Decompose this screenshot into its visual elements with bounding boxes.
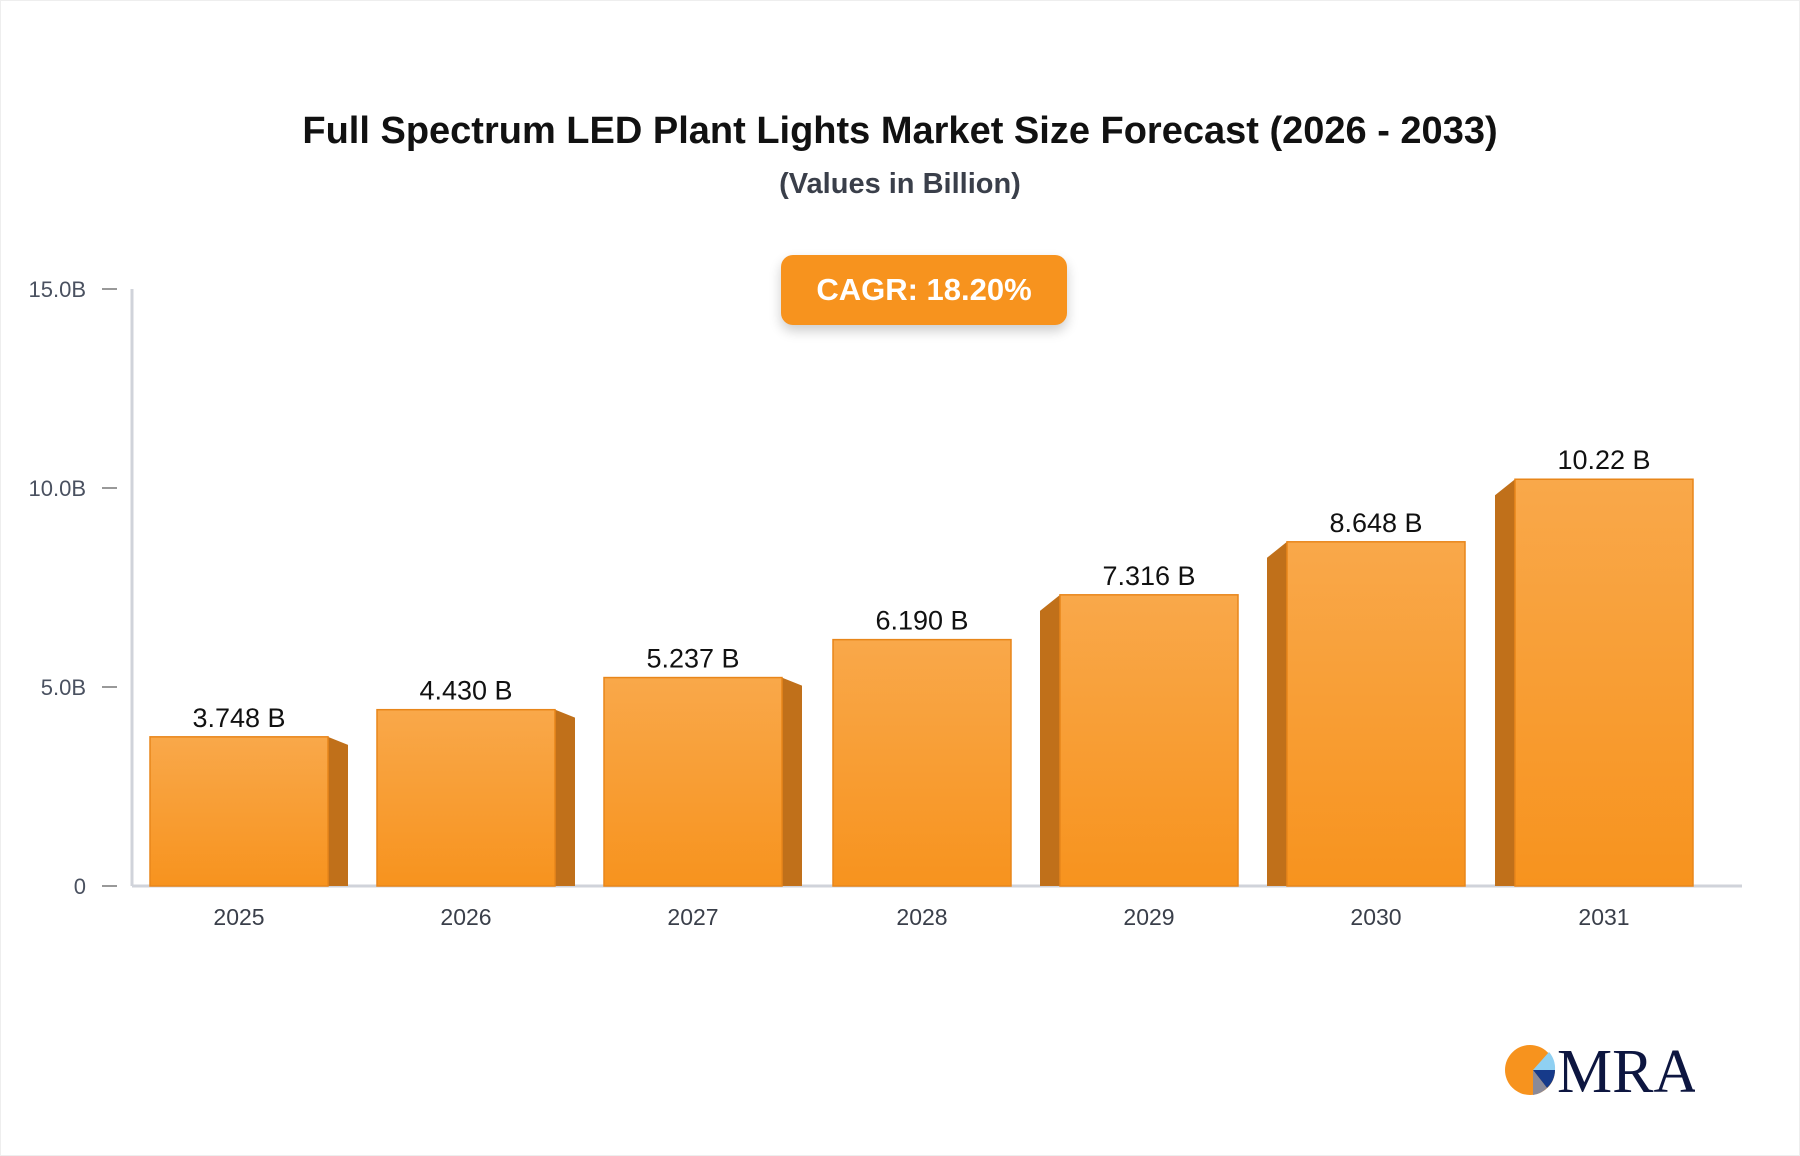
bar-side xyxy=(1267,541,1287,886)
data-label: 5.237 B xyxy=(646,644,739,674)
data-label: 8.648 B xyxy=(1329,508,1422,538)
bar-2029 xyxy=(1059,594,1239,887)
x-tick-label: 2027 xyxy=(667,904,718,930)
x-tick-label: 2030 xyxy=(1350,904,1401,930)
bar-2028 xyxy=(832,638,1012,887)
bar-2026 xyxy=(376,708,556,887)
chart-subtitle: (Values in Billion) xyxy=(779,168,1021,200)
data-label: 3.748 B xyxy=(192,703,285,733)
x-tick-label: 2029 xyxy=(1123,904,1174,930)
y-tick-label: 0 xyxy=(74,874,86,899)
bar-side xyxy=(555,709,575,886)
bar-side xyxy=(1495,479,1515,886)
data-label: 4.430 B xyxy=(419,676,512,706)
bar-2031 xyxy=(1514,478,1694,887)
data-label: 6.190 B xyxy=(875,606,968,636)
bar-2030 xyxy=(1286,541,1466,887)
y-tick-label: 15.0B xyxy=(29,277,87,302)
cagr-badge: CAGR: 18.20% xyxy=(781,255,1067,325)
logo-text: MRA xyxy=(1557,1040,1695,1100)
y-tick-label: 10.0B xyxy=(29,476,87,501)
x-tick-label: 2025 xyxy=(213,904,264,930)
mra-logo: MRA xyxy=(1505,1040,1695,1100)
y-tick-label: 5.0B xyxy=(41,675,86,700)
bar-side xyxy=(782,677,802,886)
x-tick-label: 2026 xyxy=(440,904,491,930)
data-label: 7.316 B xyxy=(1102,561,1195,591)
bar-2025 xyxy=(149,736,329,887)
bar-side xyxy=(328,736,348,886)
bar-side xyxy=(1040,594,1060,886)
chart-title: Full Spectrum LED Plant Lights Market Si… xyxy=(302,110,1498,152)
data-label: 10.22 B xyxy=(1557,445,1650,475)
bar-2027 xyxy=(603,676,783,887)
x-tick-label: 2028 xyxy=(896,904,947,930)
x-tick-label: 2031 xyxy=(1578,904,1629,930)
